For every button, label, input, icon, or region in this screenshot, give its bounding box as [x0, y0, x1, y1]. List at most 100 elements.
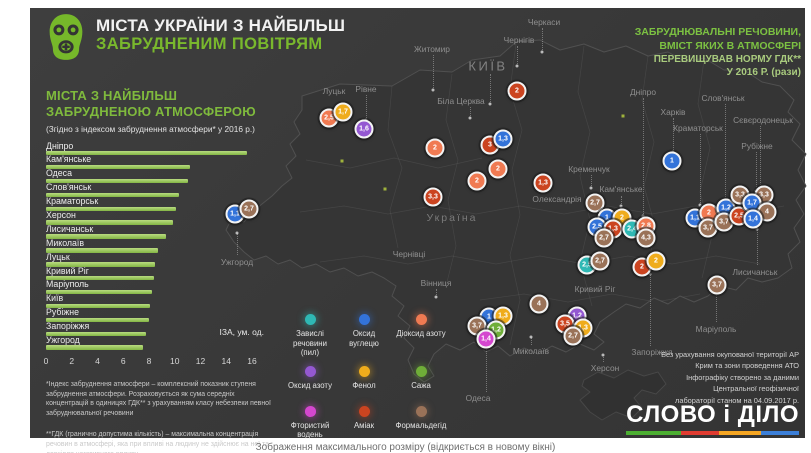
leader-line [756, 152, 757, 191]
title-line-2: ЗАБРУДНЕНИМ ПОВІТРЯМ [96, 35, 323, 54]
legend-item: Оксид вуглецю [338, 312, 390, 364]
chart-row: Рубіжне [46, 307, 252, 323]
legend-color-dot [304, 366, 316, 377]
pollutant-marker-nh3: 3,3 [423, 187, 443, 207]
chart-city-label: Одеса [46, 168, 72, 179]
pollutant-marker-co: 1,4 [743, 209, 763, 229]
source-line: Крим та зони проведення АТО [695, 361, 799, 371]
oblast-center-dot [340, 159, 344, 163]
chart-row: Краматорськ [46, 197, 252, 211]
chart-bar [46, 345, 143, 350]
city-dot [540, 50, 544, 54]
leader-line [673, 118, 674, 152]
map-city-label: Кам'янське [599, 184, 643, 194]
city-dot [235, 231, 239, 235]
source-line: Інфографіку створено за даними [686, 372, 799, 382]
leader-line [531, 337, 532, 345]
bar-chart-rows: Дніпро Кам'янське Одеса Слов'янськ Краматорс… [46, 140, 252, 350]
chart-city-label: Ужгород [46, 334, 80, 345]
legend-label: Завислі речовини (пил) [293, 329, 327, 358]
image-caption-link[interactable]: Зображення максимального розміру (відкри… [255, 442, 556, 453]
map-city-label: Чернівці [392, 249, 426, 259]
legend-color-dot [358, 406, 370, 417]
gas-mask-icon [49, 14, 83, 60]
leader-line [366, 95, 367, 120]
map-city-label: Луцьк [322, 86, 346, 96]
legend-color-dot [415, 366, 427, 377]
map-city-label: Лисичанськ [732, 267, 778, 277]
pollutant-marker-fa: 2,7 [563, 326, 583, 346]
map-city-label: Україна [426, 212, 478, 224]
chart-bar [46, 331, 147, 336]
chart-city-label: Лисичанськ [46, 223, 94, 234]
map-city-label: Рівне [355, 84, 377, 94]
chart-title-line-1: МІСТА З НАЙБІЛЬШ [46, 88, 178, 103]
logo-underline-segment [760, 431, 799, 435]
logo-underline-segment [626, 431, 682, 435]
axis-tick: 8 [146, 355, 152, 366]
legend-label: Фенол [352, 381, 376, 390]
legend-label: Оксид вуглецю [349, 329, 379, 348]
map-city-label: Рубіжне [741, 141, 773, 151]
chart-row: Запоріжжя [46, 322, 252, 336]
legend-item: Аміак [338, 404, 390, 440]
chart-bar [46, 220, 174, 225]
chart-bar [46, 164, 191, 170]
leader-line [591, 175, 592, 188]
chart-row: Кривий Ріг [46, 266, 252, 281]
chart-row: Одеса [46, 168, 252, 184]
legend-item: Завислі речовини (пил) [282, 312, 338, 364]
chart-row: Дніпро [46, 140, 252, 156]
chart-bar [46, 262, 156, 267]
axis-tick: 16 [247, 355, 257, 366]
chart-bar [46, 248, 158, 253]
map-city-label: Запоріжжя [631, 347, 673, 357]
map-city-label: Харків [660, 107, 686, 117]
map-city-label: Вінниця [420, 278, 452, 288]
city-dot [529, 335, 533, 339]
leader-line [760, 126, 761, 189]
pollutant-marker-fa: 4,3 [636, 228, 656, 248]
city-dot [698, 203, 702, 207]
city-dot [434, 295, 438, 299]
chart-city-label: Рубіжне [46, 307, 79, 318]
axis-tick: 10 [170, 355, 180, 366]
leader-line [757, 229, 758, 265]
chart-row: Миколаїв [46, 238, 252, 253]
leader-line [486, 346, 487, 392]
map-city-label: Житомир [414, 44, 450, 54]
leader-line [436, 289, 437, 297]
slovoidilo-logo: СЛОВО і ДІЛО [626, 401, 799, 435]
note-line: У 2016 Р. (рази) [726, 67, 801, 79]
legend-label: Формальдегід [395, 421, 447, 430]
chart-row: Маріуполь [46, 280, 252, 295]
pollutant-marker-fa: 4 [529, 294, 549, 314]
chart-bar [46, 234, 166, 239]
chart-subtitle: (Згідно з індексом забруднення атмосфери… [46, 123, 255, 134]
chart-city-label: Луцьк [46, 251, 70, 262]
note-line: ПЕРЕВИЩУВАВ НОРМУ ГДК** [653, 54, 801, 66]
legend-color-dot [304, 406, 316, 417]
pollutant-marker-fa: 2,7 [585, 193, 605, 213]
map-city-label: Херсон [590, 363, 620, 373]
source-line: лабораторії станом на 04.09.2017 р. [675, 395, 799, 405]
axis-unit-label: ІЗА, ум. од. [219, 327, 264, 337]
chart-bar [46, 192, 179, 198]
note-line: ЗАБРУДНЮВАЛЬНІ РЕЧОВИНИ, [634, 26, 801, 38]
city-dot [515, 64, 519, 68]
map-city-label: Біла Церква [437, 96, 485, 106]
pollutant-marker-no2: 2 [488, 159, 508, 179]
chart-city-label: Слов'янськ [46, 182, 92, 193]
title-line-1: МІСТА УКРАЇНИ З НАЙБІЛЬШ [96, 16, 346, 35]
axis-tick: 0 [43, 355, 49, 366]
map-city-label: Кременчук [568, 164, 610, 174]
city-dot [619, 204, 623, 208]
page-title: МІСТА УКРАЇНИ З НАЙБІЛЬШ ЗАБРУДНЕНИМ ПОВ… [96, 16, 345, 54]
chart-city-label: Дніпро [46, 140, 74, 151]
map-city-label: Кривий Ріг [574, 284, 616, 294]
chart-city-label: Київ [46, 293, 64, 304]
leader-line [470, 107, 471, 118]
legend-color-dot [415, 314, 427, 325]
pollutant-marker-phenol: 2 [646, 251, 666, 271]
leader-line [542, 28, 543, 52]
